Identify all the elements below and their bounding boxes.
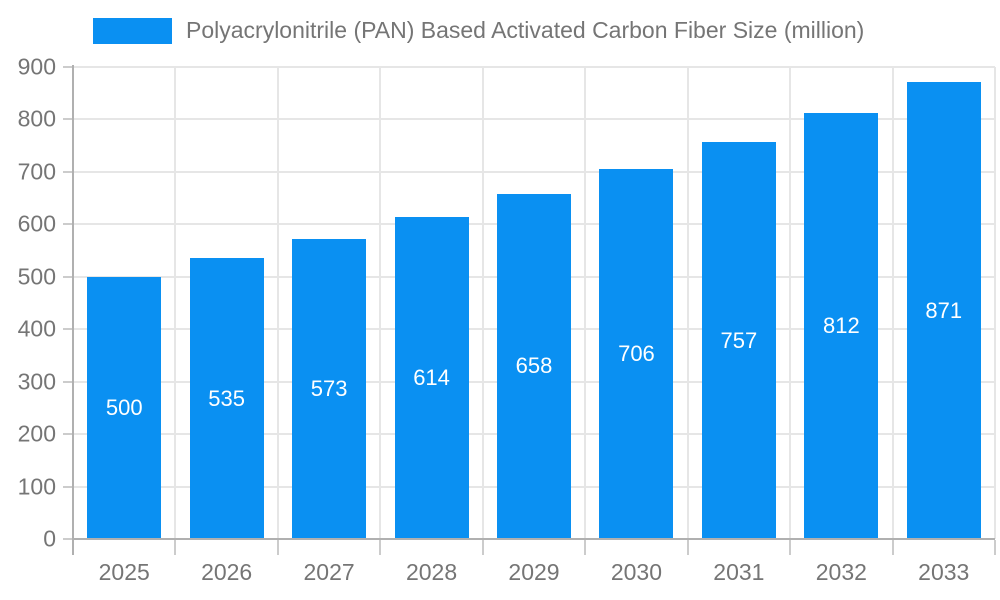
y-axis-tick [63,380,73,383]
x-axis-tick [789,540,792,555]
y-axis-label: 400 [17,315,56,342]
y-axis-label: 100 [17,473,56,500]
x-axis-label: 2025 [98,559,150,585]
h-gridline [73,170,995,173]
bar[interactable]: 573 [292,238,367,539]
y-axis-tick [63,118,73,121]
y-axis-line [72,65,74,555]
v-gridline [276,67,279,539]
y-axis-tick [63,485,73,488]
bar[interactable]: 535 [189,258,264,539]
x-axis-tick [994,540,996,555]
x-axis-tick [481,540,484,555]
x-axis-label: 2030 [610,559,663,585]
y-axis-label: 900 [17,53,56,80]
x-axis-label: 2033 [918,559,970,585]
bar-value-label: 658 [515,353,553,379]
y-axis-tick [63,223,73,226]
y-axis-tick [63,538,73,540]
y-axis-tick [63,433,73,436]
x-axis-label: 2027 [303,559,355,585]
y-axis-label: 700 [17,158,56,185]
x-axis-label: 2032 [815,559,867,585]
legend-item[interactable]: Polyacrylonitrile (PAN) Based Activated … [93,17,864,44]
h-gridline [73,66,995,68]
bar[interactable]: 757 [701,142,776,539]
bar-value-label: 614 [413,365,450,390]
x-axis-tick [379,540,382,555]
h-gridline [73,118,995,121]
x-axis-tick [686,540,689,555]
v-gridline [174,67,177,539]
legend-label: Polyacrylonitrile (PAN) Based Activated … [186,17,865,43]
x-axis-label: 2026 [201,559,253,585]
x-axis-label: 2028 [405,559,458,585]
y-axis-tick [63,170,73,173]
x-axis-tick [891,540,894,555]
x-axis-tick [174,540,177,555]
bar-value-label: 812 [822,313,860,339]
bar-value-label: 500 [105,394,143,420]
y-axis-label: 300 [17,368,56,395]
x-axis-label: 2031 [713,559,765,585]
bar[interactable]: 871 [906,82,981,539]
bar-value-label: 706 [618,340,655,366]
y-axis-label: 200 [17,420,56,447]
bar-value-label: 535 [208,385,246,411]
x-axis-line [73,538,995,540]
v-gridline [481,67,484,539]
y-axis-label: 800 [17,105,56,132]
bar[interactable]: 812 [804,113,879,539]
x-axis-tick [584,540,587,555]
bar-value-label: 871 [925,297,963,323]
bar[interactable]: 500 [87,276,162,539]
bar[interactable]: 614 [394,217,469,539]
v-gridline [994,67,996,539]
y-axis-label: 600 [17,210,56,237]
v-gridline [379,67,382,539]
y-axis-label: 500 [17,263,56,290]
plot-area: 500 535 573 614 658 706 757 812 871 [73,66,996,539]
y-axis-label: 0 [43,525,56,552]
bar[interactable]: 706 [599,168,674,539]
y-axis-tick [63,275,73,278]
v-gridline [584,67,587,539]
x-axis-tick [276,540,279,555]
v-gridline [789,67,792,539]
bar-value-label: 757 [720,327,758,353]
legend-swatch [93,17,172,44]
x-axis-label: 2029 [508,559,560,585]
v-gridline [686,67,689,539]
y-axis-tick [63,66,73,68]
y-axis-tick [63,328,73,331]
bar[interactable]: 658 [497,193,571,539]
bar-value-label: 573 [310,375,348,401]
v-gridline [891,67,894,539]
